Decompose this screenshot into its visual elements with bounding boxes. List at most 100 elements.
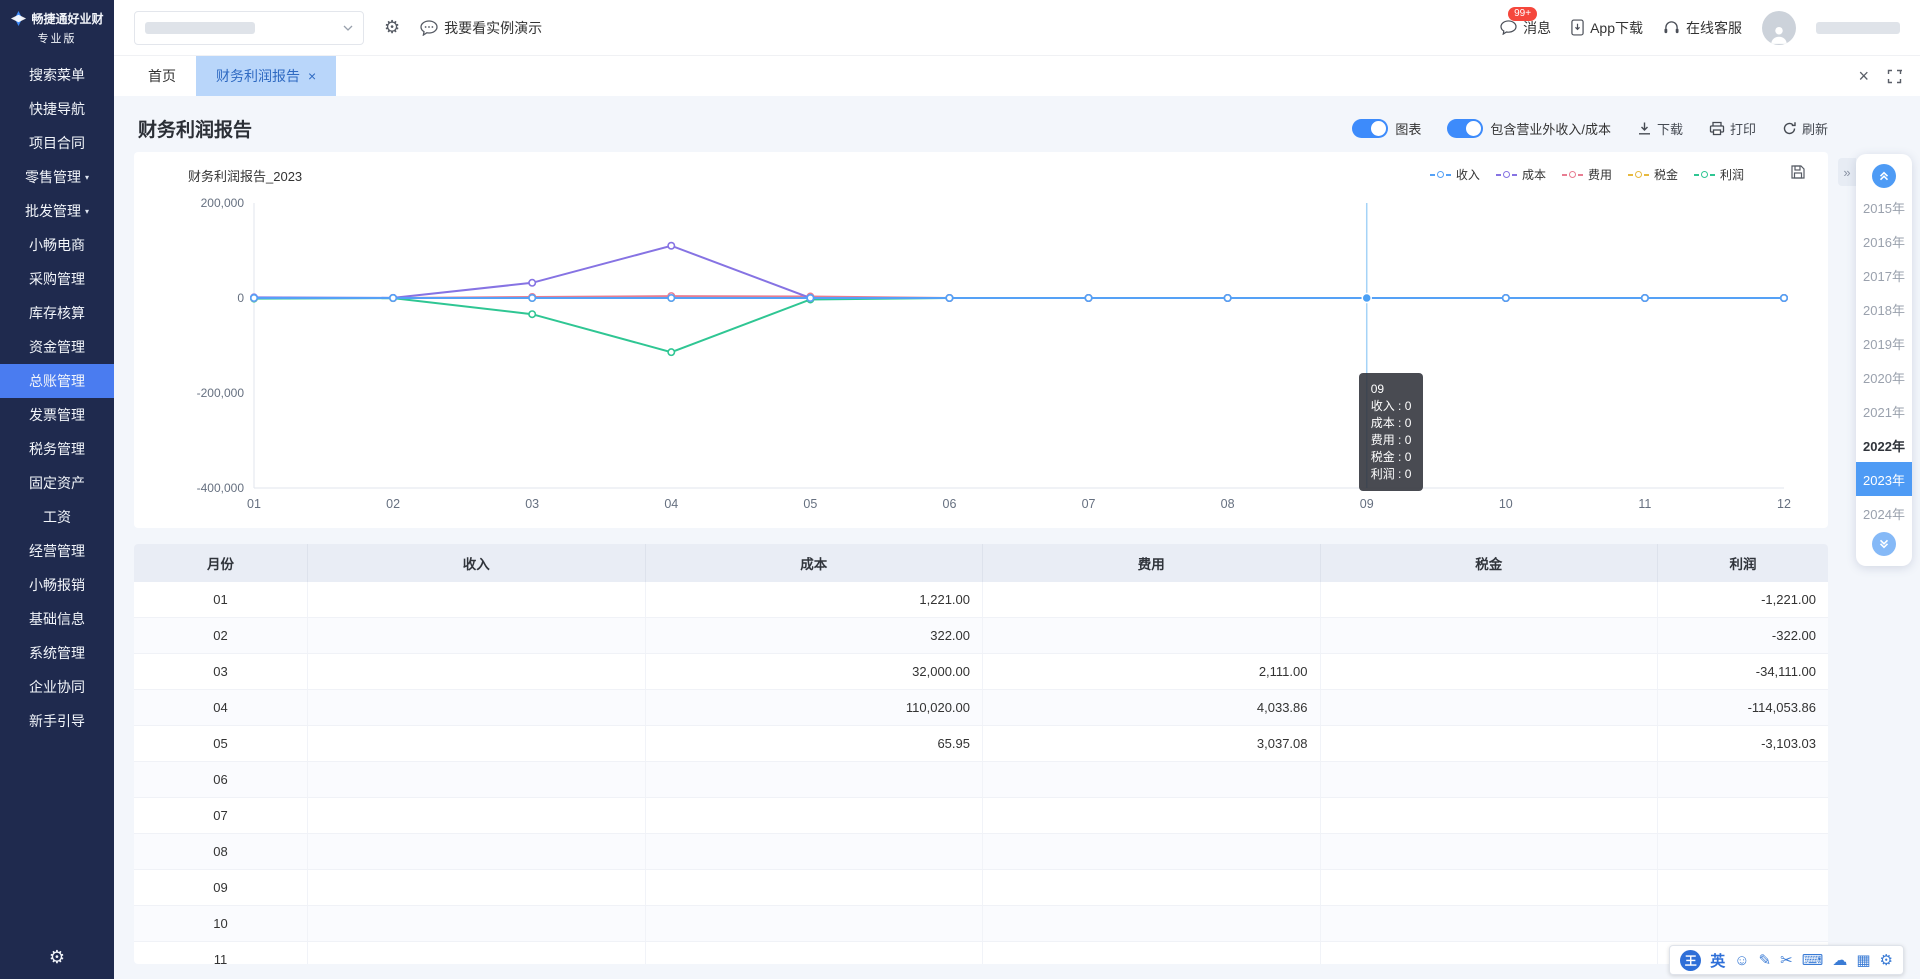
table-row[interactable]: 01 1,221.00 -1,221.00 (134, 582, 1828, 618)
chart-toggle[interactable] (1352, 118, 1389, 138)
org-select[interactable] (134, 10, 364, 45)
legend-item[interactable]: 利润 (1693, 166, 1744, 183)
sidebar-item[interactable]: 基础信息 (0, 602, 114, 636)
table-row[interactable]: 06 (134, 762, 1828, 798)
year-item[interactable]: 2017年 (1863, 268, 1905, 284)
sidebar-item[interactable]: 资金管理 (0, 330, 114, 364)
ime-settings-icon[interactable]: ⚙ (1879, 951, 1893, 969)
download-button[interactable]: 下载 (1637, 119, 1683, 138)
ime-grid-icon[interactable]: ▦ (1856, 951, 1871, 969)
ime-logo[interactable]: 王 (1680, 949, 1702, 971)
year-scroll-up-button[interactable] (1872, 164, 1896, 188)
include-nonoperating-toggle[interactable] (1447, 118, 1484, 138)
year-panel-collapse-handle[interactable]: » (1838, 158, 1856, 186)
page-header: 财务利润报告 图表 包含营业外收入/成本 下载 打印 (134, 106, 1828, 150)
sidebar-item[interactable]: 企业协同 (0, 670, 114, 704)
table-cell (1658, 762, 1828, 797)
fullscreen-icon[interactable] (1887, 69, 1902, 84)
chart-area[interactable]: 200,000 0 -200,000 -400,000 01 02 03 04 05 06 07 08… (154, 193, 1808, 516)
sidebar-item[interactable]: 采购管理 (0, 262, 114, 296)
table-row[interactable]: 08 (134, 834, 1828, 870)
sidebar-item[interactable]: 小畅报销 (0, 568, 114, 602)
messages-badge: 99+ (1508, 6, 1538, 21)
table-row[interactable]: 04 110,020.00 4,033.86 -114,053.86 (134, 690, 1828, 726)
sidebar-item[interactable]: 批发管理 ▾ (0, 194, 114, 228)
ime-pen-icon[interactable]: ✎ (1758, 951, 1772, 969)
ime-language-mode[interactable]: 英 (1710, 952, 1726, 970)
sidebar-item-label: 小畅电商 (29, 237, 85, 253)
sidebar-item[interactable]: 系统管理 (0, 636, 114, 670)
table-cell (308, 942, 646, 964)
app-download-label: App下载 (1590, 19, 1643, 36)
print-button[interactable]: 打印 (1709, 119, 1756, 138)
sidebar-item-label: 搜索菜单 (29, 67, 85, 83)
year-item[interactable]: 2020年 (1863, 370, 1905, 386)
settings-gear-icon[interactable]: ⚙ (384, 17, 401, 37)
table-cell: 09 (134, 870, 308, 905)
table-row[interactable]: 10 (134, 906, 1828, 942)
year-item[interactable]: 2021年 (1863, 404, 1905, 420)
year-item[interactable]: 2024年 (1863, 506, 1905, 522)
tab[interactable]: 首页 (128, 56, 196, 96)
ime-emoji-icon[interactable]: ☺ (1734, 951, 1750, 969)
year-scroll-down-button[interactable] (1872, 532, 1896, 556)
avatar[interactable] (1762, 10, 1796, 45)
sidebar-item-label: 企业协同 (29, 679, 85, 695)
year-item[interactable]: 2016年 (1863, 234, 1905, 250)
refresh-button[interactable]: 刷新 (1782, 119, 1828, 138)
save-chart-icon[interactable] (1790, 164, 1806, 183)
legend-item[interactable]: 收入 (1429, 166, 1480, 183)
sidebar-item[interactable]: 发票管理 (0, 398, 114, 432)
tab[interactable]: 财务利润报告 × (196, 56, 337, 96)
sidebar-item[interactable]: 新手引导 (0, 704, 114, 738)
sidebar-item[interactable]: 小畅电商 (0, 228, 114, 262)
year-item[interactable]: 2019年 (1863, 336, 1905, 352)
demo-link[interactable]: 我要看实例演示 (420, 18, 542, 38)
table-row[interactable]: 02 322.00 -322.00 (134, 618, 1828, 654)
year-item[interactable]: 2022年 (1863, 438, 1905, 454)
table-row[interactable]: 11 (134, 942, 1828, 964)
ime-toolbar: 王 英 ☺ ✎ ✂ ⌨ ☁ ▦ ⚙ (1669, 945, 1904, 975)
table-row[interactable]: 09 (134, 870, 1828, 906)
app-download-button[interactable]: App下载 (1571, 18, 1643, 38)
sidebar-item[interactable]: 总账管理 (0, 364, 114, 398)
legend-item[interactable]: 费用 (1561, 166, 1612, 183)
table-cell (308, 654, 646, 689)
year-item[interactable]: 2023年 (1856, 462, 1912, 496)
close-icon[interactable]: × (1858, 65, 1869, 86)
table-row[interactable]: 03 32,000.00 2,111.00 -34,111.00 (134, 654, 1828, 690)
sidebar-item[interactable]: 固定资产 (0, 466, 114, 500)
ime-keyboard-icon[interactable]: ⌨ (1801, 951, 1824, 969)
main-area: ⚙ 我要看实例演示 99+ 消息 App下载 在线客服 首页 财务利润报告 × × (114, 0, 1920, 979)
sidebar-item[interactable]: 库存核算 (0, 296, 114, 330)
legend-marker (1693, 173, 1699, 176)
legend-marker (1445, 173, 1451, 176)
messages-button[interactable]: 99+ 消息 (1500, 6, 1551, 38)
sidebar-item-label: 项目合同 (29, 135, 85, 151)
support-button[interactable]: 在线客服 (1663, 18, 1742, 38)
table-cell (308, 690, 646, 725)
sidebar-item[interactable]: 零售管理 ▾ (0, 160, 114, 194)
sidebar-item[interactable]: 工资 (0, 500, 114, 534)
legend-item[interactable]: 税金 (1627, 166, 1678, 183)
sidebar-item[interactable]: 税务管理 (0, 432, 114, 466)
table-row[interactable]: 05 65.95 3,037.08 -3,103.03 (134, 726, 1828, 762)
support-label: 在线客服 (1686, 19, 1742, 36)
tab-close-icon[interactable]: × (308, 68, 317, 84)
sidebar-item[interactable]: 项目合同 (0, 126, 114, 160)
svg-text:04: 04 (664, 497, 678, 511)
sidebar-settings-button[interactable]: ⚙ (0, 935, 114, 979)
sidebar-item[interactable]: 快捷导航 (0, 92, 114, 126)
table-row[interactable]: 07 (134, 798, 1828, 834)
include-toggle-label: 包含营业外收入/成本 (1490, 121, 1611, 137)
ime-cloud-icon[interactable]: ☁ (1832, 951, 1848, 969)
floppy-icon (1791, 165, 1805, 179)
sidebar-nav: 搜索菜单快捷导航项目合同零售管理 ▾ 批发管理 ▾ 小畅电商采购管理 库存核算 资金管理 总账… (0, 54, 114, 935)
year-item[interactable]: 2018年 (1863, 302, 1905, 318)
sidebar-item[interactable]: 搜索菜单 (0, 58, 114, 92)
year-item[interactable]: 2015年 (1863, 200, 1905, 216)
sidebar-item[interactable]: 经营管理 (0, 534, 114, 568)
legend-item[interactable]: 成本 (1495, 166, 1546, 183)
ime-scissors-icon[interactable]: ✂ (1780, 951, 1793, 969)
